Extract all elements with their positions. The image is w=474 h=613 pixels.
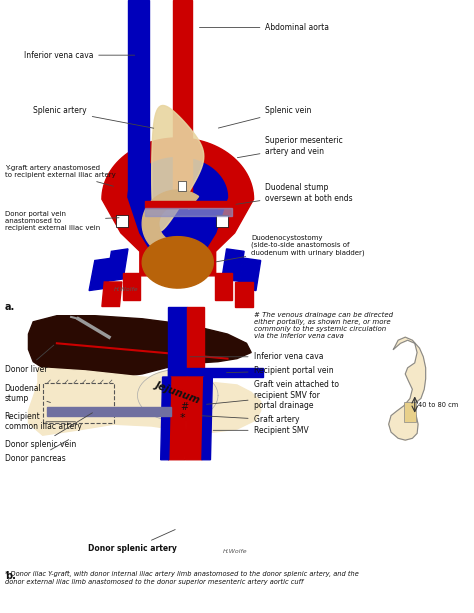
Polygon shape — [185, 377, 204, 460]
Polygon shape — [102, 138, 254, 276]
Polygon shape — [145, 201, 232, 208]
Text: Donor portal vein
anastomosed to
recipient external iliac vein: Donor portal vein anastomosed to recipie… — [5, 211, 119, 230]
Polygon shape — [152, 105, 204, 232]
Polygon shape — [389, 337, 426, 440]
Polygon shape — [142, 190, 199, 257]
Text: a.: a. — [5, 302, 15, 311]
Polygon shape — [107, 249, 128, 281]
Bar — [116, 215, 128, 227]
Polygon shape — [168, 368, 263, 377]
Text: Splenic artery: Splenic artery — [33, 106, 154, 128]
Polygon shape — [222, 249, 244, 281]
Text: Jejunum: Jejunum — [154, 379, 201, 405]
Text: Donor splenic vein: Donor splenic vein — [5, 413, 92, 449]
Text: *: * — [180, 413, 185, 423]
Text: Recipient SMV: Recipient SMV — [213, 426, 309, 435]
Polygon shape — [142, 237, 213, 288]
Polygon shape — [168, 377, 187, 460]
Polygon shape — [28, 316, 251, 377]
Polygon shape — [137, 370, 218, 421]
Polygon shape — [173, 0, 192, 197]
Polygon shape — [238, 258, 261, 291]
Text: Splenic vein: Splenic vein — [219, 106, 312, 128]
Text: Graft artery: Graft artery — [202, 416, 299, 424]
Polygon shape — [215, 273, 232, 300]
Text: Donor pancreas: Donor pancreas — [5, 440, 69, 463]
Polygon shape — [202, 377, 212, 460]
Polygon shape — [128, 0, 149, 197]
Text: Recipient portal vein: Recipient portal vein — [227, 367, 333, 375]
Text: 40 to 80 cm: 40 to 80 cm — [418, 402, 458, 408]
Polygon shape — [128, 158, 228, 273]
Polygon shape — [187, 306, 204, 380]
Text: H.Wolfe: H.Wolfe — [223, 549, 247, 554]
Text: Duodenal
stump: Duodenal stump — [5, 384, 50, 403]
Text: Duodenocystostomy
(side-to-side anastomosis of
duodenum with urinary bladder): Duodenocystostomy (side-to-side anastomo… — [216, 235, 365, 262]
Polygon shape — [235, 282, 253, 306]
Text: #: # — [180, 402, 188, 412]
Text: Donor liver: Donor liver — [5, 345, 54, 373]
Text: Abdominal aorta: Abdominal aorta — [200, 23, 329, 32]
Text: * Donor iliac Y-graft, with donor internal iliac artery limb anastomosed to the : * Donor iliac Y-graft, with donor intern… — [5, 571, 359, 585]
Polygon shape — [28, 368, 261, 435]
Polygon shape — [145, 208, 232, 216]
Polygon shape — [161, 377, 171, 460]
Text: # The venous drainage can be directed
either portally, as shown here, or more
co: # The venous drainage can be directed ei… — [254, 311, 393, 339]
Polygon shape — [123, 273, 140, 300]
Bar — [178, 181, 186, 191]
Text: Donor splenic artery: Donor splenic artery — [88, 530, 177, 553]
Text: Y-graft artery anastomosed
to recipient external iliac artery: Y-graft artery anastomosed to recipient … — [5, 165, 116, 186]
Text: Graft vein attached to
recipient SMV for
portal drainage: Graft vein attached to recipient SMV for… — [207, 381, 338, 410]
Text: H.Wolfe: H.Wolfe — [114, 287, 138, 292]
Polygon shape — [47, 407, 171, 416]
Text: Inferior vena cava: Inferior vena cava — [190, 352, 323, 361]
Text: b.: b. — [5, 571, 16, 581]
Bar — [216, 215, 228, 227]
Bar — [404, 402, 416, 422]
Polygon shape — [102, 282, 122, 306]
Text: Inferior vena cava: Inferior vena cava — [24, 51, 135, 59]
Text: Superior mesenteric
artery and vein: Superior mesenteric artery and vein — [237, 136, 343, 158]
Polygon shape — [89, 258, 112, 291]
Text: Recipient
common iliac artery: Recipient common iliac artery — [5, 412, 82, 432]
Text: Duodenal stump
oversewn at both ends: Duodenal stump oversewn at both ends — [236, 183, 353, 204]
Bar — [43, 383, 114, 423]
Polygon shape — [168, 306, 187, 380]
